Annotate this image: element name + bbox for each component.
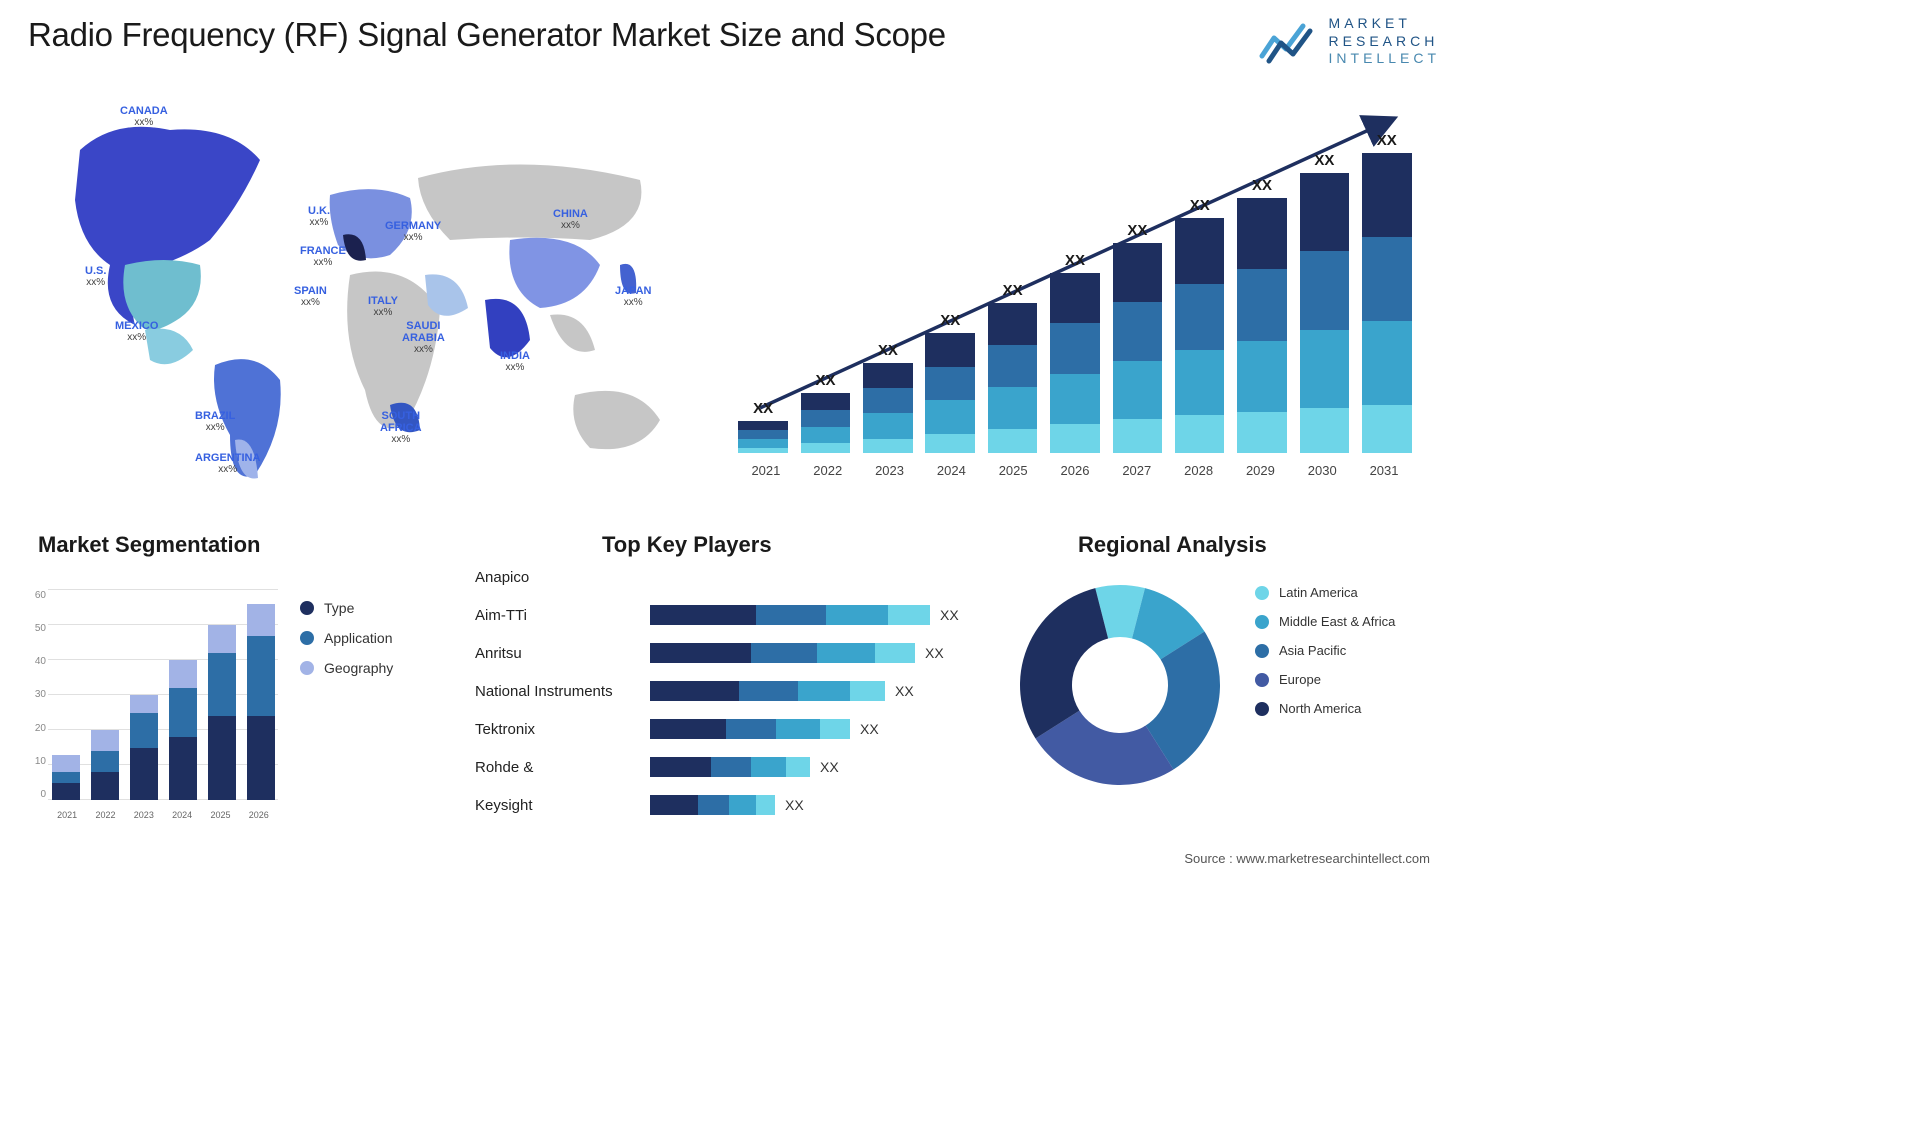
country-label: SPAINxx%: [294, 285, 327, 308]
country-label: SAUDIARABIAxx%: [402, 320, 445, 355]
seg-bar: [130, 695, 158, 800]
segmentation-chart: 0102030405060 202120222023202420252026: [28, 560, 278, 820]
player-row: AnritsuXX: [475, 638, 975, 668]
country-label: BRAZILxx%: [195, 410, 235, 433]
country-label: SOUTHAFRICAxx%: [380, 410, 422, 445]
country-label: FRANCExx%: [300, 245, 346, 268]
legend-item: North America: [1255, 701, 1395, 716]
country-label: INDIAxx%: [500, 350, 530, 373]
country-label: ARGENTINAxx%: [195, 452, 260, 475]
forecast-bar: XX: [1109, 222, 1165, 453]
legend-item: Application: [300, 630, 393, 646]
forecast-bar: XX: [1047, 252, 1103, 453]
country-label: GERMANYxx%: [385, 220, 441, 243]
player-row: National InstrumentsXX: [475, 676, 975, 706]
player-row: Aim-TTiXX: [475, 600, 975, 630]
world-map: CANADAxx% U.S.xx% MEXICOxx% BRAZILxx% ARGENT…: [30, 90, 700, 490]
legend-item: Type: [300, 600, 393, 616]
forecast-bar: XX: [860, 342, 916, 453]
country-label: CANADAxx%: [120, 105, 168, 128]
forecast-bar: XX: [1359, 132, 1415, 453]
seg-bar: [52, 755, 80, 801]
forecast-bar: XX: [922, 312, 978, 453]
forecast-bar: XX: [1296, 152, 1352, 453]
legend-item: Geography: [300, 660, 393, 676]
player-row: Anapico: [475, 562, 975, 592]
regional-heading: Regional Analysis: [1078, 532, 1267, 558]
page-title: Radio Frequency (RF) Signal Generator Ma…: [28, 16, 946, 54]
logo-icon: [1259, 16, 1319, 66]
forecast-bar: XX: [1234, 177, 1290, 453]
regional-donut: Latin America Middle East & Africa Asia Pa…: [1010, 570, 1440, 830]
player-row: Rohde &XX: [475, 752, 975, 782]
forecast-bar: XX: [984, 282, 1040, 453]
logo: MARKET RESEARCH INTELLECT: [1259, 15, 1440, 68]
legend-item: Europe: [1255, 672, 1395, 687]
seg-bar: [247, 604, 275, 800]
legend-item: Middle East & Africa: [1255, 614, 1395, 629]
players-heading: Top Key Players: [602, 532, 772, 558]
seg-bar: [208, 625, 236, 800]
forecast-bar-chart: XXXXXXXXXXXXXXXXXXXXXX 20212022202320242…: [735, 98, 1415, 478]
source-text: Source : www.marketresearchintellect.com: [1184, 851, 1430, 866]
segmentation-legend: Type Application Geography: [300, 600, 393, 690]
forecast-bar: XX: [797, 372, 853, 453]
country-label: U.S.xx%: [85, 265, 106, 288]
seg-bar: [91, 730, 119, 800]
country-label: U.K.xx%: [308, 205, 330, 228]
donut-svg: [1010, 575, 1230, 795]
forecast-bar: XX: [735, 400, 791, 453]
forecast-bar: XX: [1172, 197, 1228, 453]
country-label: MEXICOxx%: [115, 320, 158, 343]
segmentation-heading: Market Segmentation: [38, 532, 261, 558]
donut-slice: [1020, 588, 1108, 738]
player-row: KeysightXX: [475, 790, 975, 820]
country-label: JAPANxx%: [615, 285, 651, 308]
logo-text: MARKET RESEARCH INTELLECT: [1329, 15, 1440, 68]
donut-legend: Latin America Middle East & Africa Asia Pa…: [1255, 585, 1395, 730]
players-chart: Anapico Aim-TTiXX AnritsuXX National Instru…: [475, 562, 975, 828]
world-map-svg: [30, 90, 700, 490]
seg-bar: [169, 660, 197, 800]
country-label: CHINAxx%: [553, 208, 588, 231]
legend-item: Asia Pacific: [1255, 643, 1395, 658]
legend-item: Latin America: [1255, 585, 1395, 600]
country-label: ITALYxx%: [368, 295, 398, 318]
player-row: TektronixXX: [475, 714, 975, 744]
